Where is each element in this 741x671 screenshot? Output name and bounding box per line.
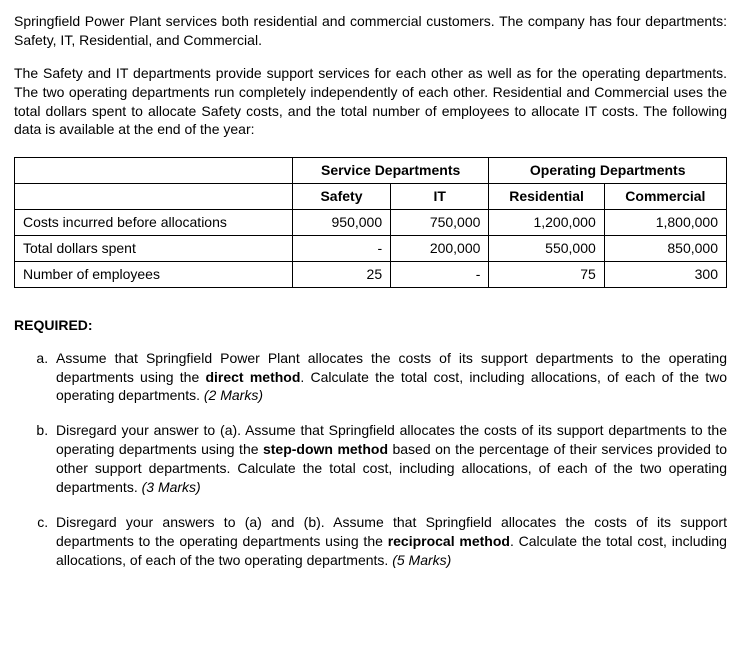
required-item-a: Assume that Springfield Power Plant allo… bbox=[52, 349, 727, 406]
employees-it: - bbox=[391, 261, 489, 287]
dollars-safety: - bbox=[292, 236, 390, 262]
safety-header: Safety bbox=[292, 184, 390, 210]
req-b-marks: (3 Marks) bbox=[142, 479, 201, 495]
required-heading: REQUIRED: bbox=[14, 316, 727, 335]
service-dept-header: Service Departments bbox=[292, 158, 489, 184]
dollars-commercial: 850,000 bbox=[604, 236, 726, 262]
dollars-it: 200,000 bbox=[391, 236, 489, 262]
required-item-c: Disregard your answers to (a) and (b). A… bbox=[52, 513, 727, 570]
employees-commercial: 300 bbox=[604, 261, 726, 287]
req-c-bold: reciprocal method bbox=[388, 533, 510, 549]
req-b-bold: step-down method bbox=[263, 441, 388, 457]
employees-safety: 25 bbox=[292, 261, 390, 287]
operating-dept-header: Operating Departments bbox=[489, 158, 727, 184]
costs-label: Costs incurred before allocations bbox=[15, 210, 293, 236]
req-c-marks: (5 Marks) bbox=[392, 552, 451, 568]
table-row: Safety IT Residential Commercial bbox=[15, 184, 727, 210]
costs-it: 750,000 bbox=[391, 210, 489, 236]
commercial-header: Commercial bbox=[604, 184, 726, 210]
req-a-marks: (2 Marks) bbox=[204, 387, 263, 403]
blank-header bbox=[15, 158, 293, 184]
costs-residential: 1,200,000 bbox=[489, 210, 604, 236]
required-item-b: Disregard your answer to (a). Assume tha… bbox=[52, 421, 727, 497]
data-table: Service Departments Operating Department… bbox=[14, 157, 727, 287]
table-row: Number of employees 25 - 75 300 bbox=[15, 261, 727, 287]
table-row: Total dollars spent - 200,000 550,000 85… bbox=[15, 236, 727, 262]
employees-residential: 75 bbox=[489, 261, 604, 287]
dollars-label: Total dollars spent bbox=[15, 236, 293, 262]
intro-paragraph-1: Springfield Power Plant services both re… bbox=[14, 12, 727, 50]
table-row: Costs incurred before allocations 950,00… bbox=[15, 210, 727, 236]
required-list: Assume that Springfield Power Plant allo… bbox=[14, 349, 727, 570]
table-row: Service Departments Operating Department… bbox=[15, 158, 727, 184]
costs-safety: 950,000 bbox=[292, 210, 390, 236]
dollars-residential: 550,000 bbox=[489, 236, 604, 262]
it-header: IT bbox=[391, 184, 489, 210]
employees-label: Number of employees bbox=[15, 261, 293, 287]
costs-commercial: 1,800,000 bbox=[604, 210, 726, 236]
intro-paragraph-2: The Safety and IT departments provide su… bbox=[14, 64, 727, 140]
blank-subheader bbox=[15, 184, 293, 210]
req-a-bold: direct method bbox=[205, 369, 300, 385]
residential-header: Residential bbox=[489, 184, 604, 210]
